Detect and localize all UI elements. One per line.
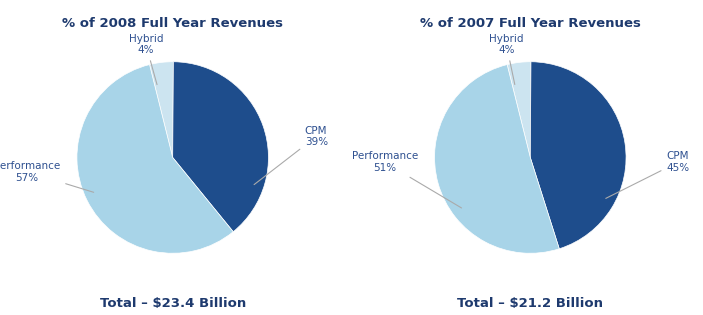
- Wedge shape: [507, 62, 531, 158]
- Text: CPM
45%: CPM 45%: [606, 152, 690, 198]
- Wedge shape: [173, 62, 269, 232]
- Wedge shape: [530, 62, 626, 249]
- Wedge shape: [434, 65, 560, 253]
- Text: CPM
39%: CPM 39%: [254, 126, 328, 185]
- Text: Performance
51%: Performance 51%: [352, 152, 461, 208]
- Text: Performance
57%: Performance 57%: [0, 161, 93, 192]
- Text: Total – $21.2 Billion: Total – $21.2 Billion: [458, 296, 603, 310]
- Text: Hybrid
4%: Hybrid 4%: [129, 34, 163, 84]
- Text: Hybrid
4%: Hybrid 4%: [489, 34, 524, 84]
- Title: % of 2007 Full Year Revenues: % of 2007 Full Year Revenues: [420, 17, 640, 30]
- Text: Total – $23.4 Billion: Total – $23.4 Billion: [100, 296, 246, 310]
- Wedge shape: [150, 62, 174, 158]
- Title: % of 2008 Full Year Revenues: % of 2008 Full Year Revenues: [62, 17, 283, 30]
- Wedge shape: [77, 65, 233, 253]
